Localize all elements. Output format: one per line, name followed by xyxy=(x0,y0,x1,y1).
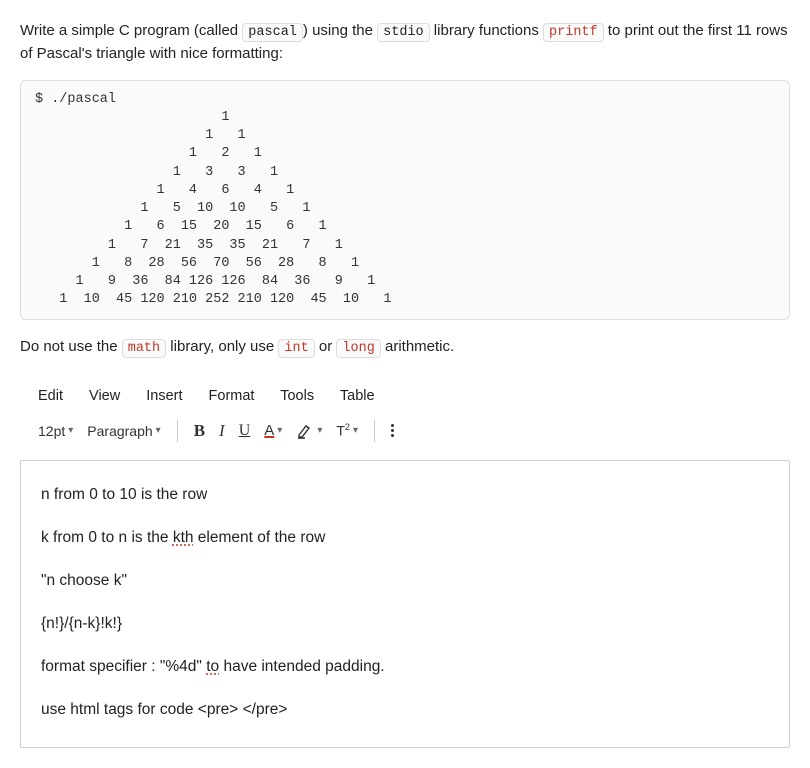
note-text: arithmetic. xyxy=(381,338,454,355)
intro-text: Write a simple C program (called xyxy=(20,22,242,39)
block-type-label: Paragraph xyxy=(87,423,152,439)
code-int: int xyxy=(278,339,314,358)
intro-text: ) using the xyxy=(303,22,377,39)
spellcheck-word: to xyxy=(206,658,219,675)
terminal-output: $ ./pascal 1 1 1 1 2 1 1 3 3 1 1 4 6 4 1… xyxy=(20,80,790,321)
chevron-down-icon: ▾ xyxy=(277,425,282,436)
editor-line: "n choose k" xyxy=(41,565,769,596)
menu-insert[interactable]: Insert xyxy=(146,388,182,404)
toolbar-separator xyxy=(177,420,178,442)
code-long: long xyxy=(336,339,380,358)
superscript-button[interactable]: T2▾ xyxy=(336,422,358,439)
editor-line: n from 0 to 10 is the row xyxy=(41,479,769,510)
highlight-icon xyxy=(296,423,314,439)
problem-statement: Write a simple C program (called pascal)… xyxy=(20,20,790,66)
font-size-dropdown[interactable]: 12pt▾ xyxy=(38,423,73,439)
block-type-dropdown[interactable]: Paragraph ▾ xyxy=(87,423,160,439)
italic-button[interactable]: I xyxy=(219,421,225,441)
menu-view[interactable]: View xyxy=(89,388,120,404)
menu-format[interactable]: Format xyxy=(209,388,255,404)
more-icon xyxy=(391,424,394,437)
font-size-label: 12pt xyxy=(38,423,65,439)
code-math: math xyxy=(122,339,166,358)
menu-edit[interactable]: Edit xyxy=(38,388,63,404)
intro-text: library functions xyxy=(430,22,543,39)
note-text: Do not use the xyxy=(20,338,122,355)
editor-line: format specifier : "%4d" to have intende… xyxy=(41,651,769,682)
code-pascal: pascal xyxy=(242,23,303,42)
editor-content-area[interactable]: n from 0 to 10 is the row k from 0 to n … xyxy=(20,460,790,748)
editor-menubar: Edit View Insert Format Tools Table xyxy=(38,388,790,404)
text-color-button[interactable]: A▾ xyxy=(264,422,282,439)
bold-button[interactable]: B xyxy=(194,421,205,441)
editor-line: k from 0 to n is the kth element of the … xyxy=(41,522,769,553)
constraint-note: Do not use the math library, only use in… xyxy=(20,336,790,359)
menu-tools[interactable]: Tools xyxy=(280,388,314,404)
editor-toolbar: 12pt▾ Paragraph▾ B I U A▾ ▾ T2▾ xyxy=(38,420,790,442)
editor-line: {n!}/{n-k}!k!} xyxy=(41,608,769,639)
code-printf: printf xyxy=(543,23,604,42)
editor-line: use html tags for code <pre> </pre> xyxy=(41,694,769,725)
note-text: library, only use xyxy=(166,338,278,355)
highlight-button[interactable]: ▾ xyxy=(296,423,322,439)
chevron-down-icon: ▾ xyxy=(353,425,358,436)
code-stdio: stdio xyxy=(377,23,430,42)
toolbar-separator xyxy=(374,420,375,442)
menu-table[interactable]: Table xyxy=(340,388,375,404)
superscript-label: T2 xyxy=(336,422,350,439)
spellcheck-word: kth xyxy=(173,529,194,546)
more-options-button[interactable] xyxy=(391,424,394,437)
note-text: or xyxy=(315,338,337,355)
chevron-down-icon: ▾ xyxy=(156,425,161,436)
chevron-down-icon: ▾ xyxy=(68,425,73,436)
underline-button[interactable]: U xyxy=(239,422,251,440)
text-color-label: A xyxy=(264,422,274,439)
chevron-down-icon: ▾ xyxy=(317,425,322,436)
